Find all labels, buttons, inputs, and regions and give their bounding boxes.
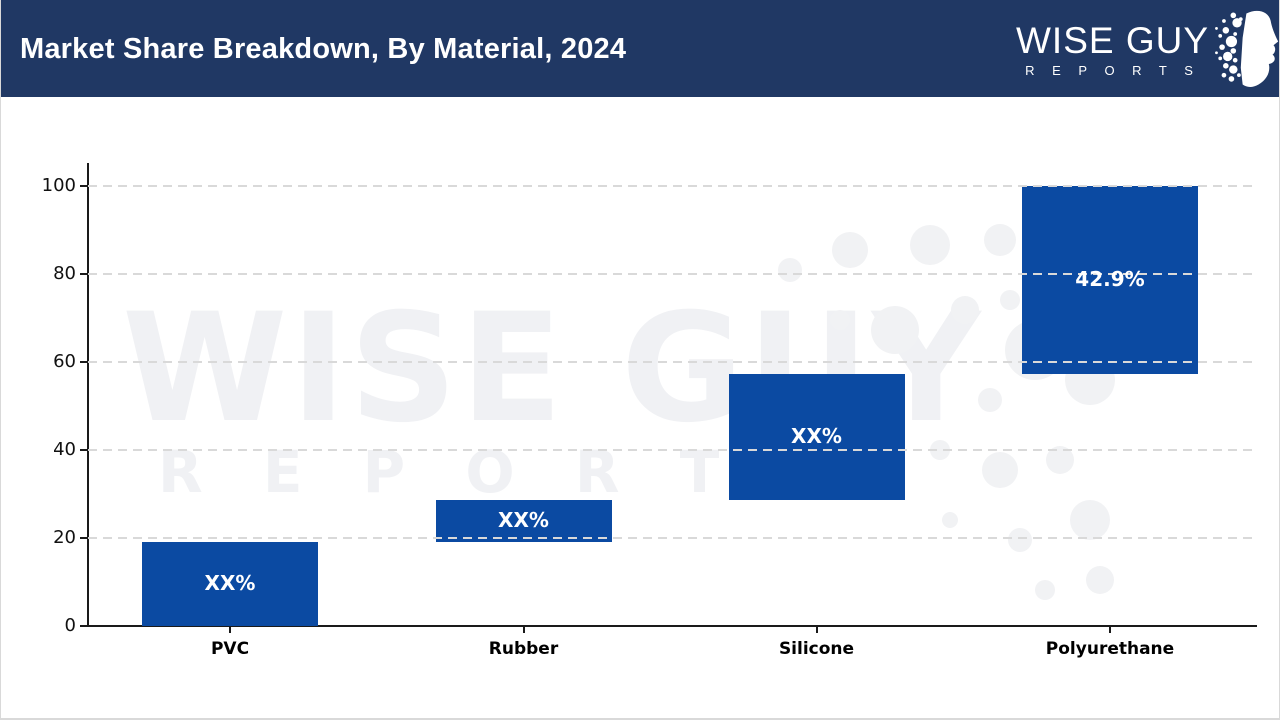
x-tick-mark [815,627,818,633]
bar-silicone [728,374,905,500]
bar-value-label: XX% [204,571,256,596]
brand-logo-text: WISE GUY R E P O R T S [1016,19,1210,78]
x-tick-label: Rubber [488,639,559,659]
y-tick-mark [80,360,87,363]
y-tick-label: 40 [53,438,76,460]
y-tick-mark [80,536,87,539]
y-tick-label: 100 [41,174,76,196]
gridline [88,448,1256,451]
gridline [88,360,1256,363]
x-tick-label: Silicone [778,639,855,659]
y-tick-label: 80 [53,262,76,284]
x-tick-label: Polyurethane [1045,639,1175,659]
y-axis-line [87,163,89,627]
gridline [88,184,1256,187]
bar-value-label: XX% [791,424,842,449]
y-tick-label: 20 [53,526,76,548]
x-tick-label: PVC [210,639,250,659]
y-tick-mark [80,625,87,627]
x-axis-line [87,625,1257,627]
bar-value-label: 42.9% [1075,266,1145,291]
brand-logo: WISE GUY R E P O R T S [1016,6,1279,92]
gridline [88,536,1256,539]
chart-title: Market Share Breakdown, By Material, 202… [20,33,627,65]
brand-subname: R E P O R T S [1025,62,1200,78]
y-tick-label: 0 [64,615,76,636]
x-tick-mark [1109,627,1111,633]
bar-rubber [435,500,612,543]
bar-pvc [142,542,318,626]
bar-value-label: XX% [498,508,549,533]
gridline [88,272,1256,275]
y-tick-label: 60 [53,350,76,372]
dotted-face-icon [1215,10,1279,87]
x-tick-mark [522,627,525,633]
y-tick-mark [80,448,87,451]
y-tick-mark [80,272,87,275]
brand-name: WISE GUY [1016,19,1210,61]
y-tick-mark [80,184,87,187]
x-tick-mark [229,627,231,633]
header-band: Market Share Breakdown, By Material, 202… [0,0,1280,97]
